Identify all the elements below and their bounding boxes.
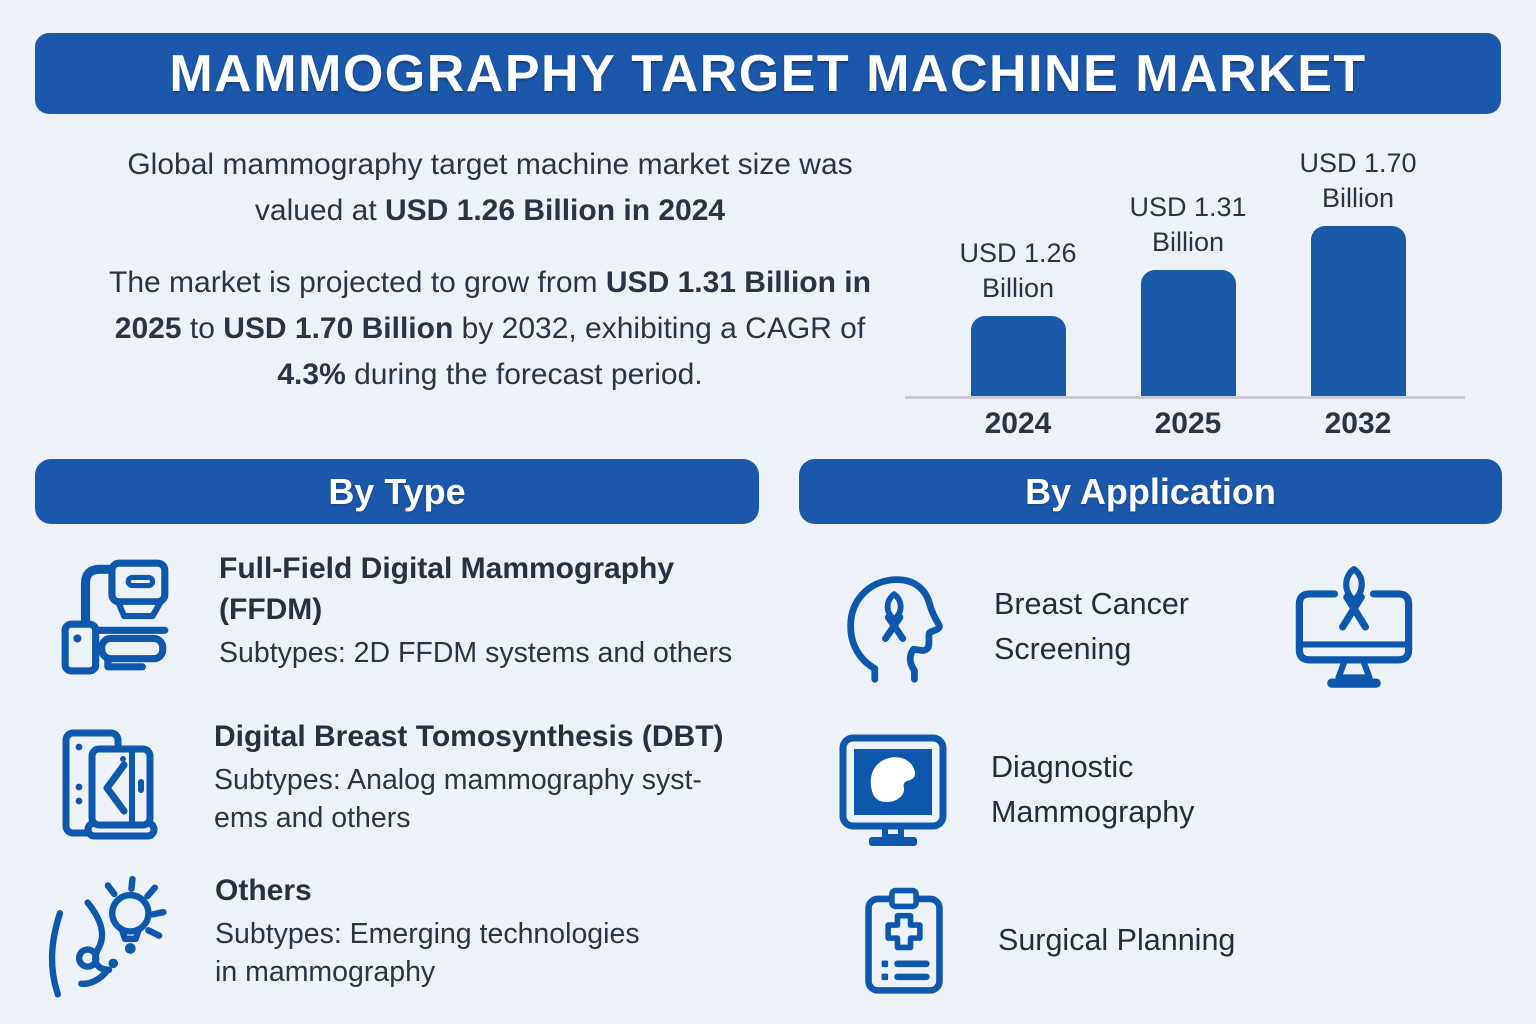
- app-item-surgical: Surgical Planning: [848, 878, 1235, 1002]
- bar-rect: [1310, 226, 1406, 396]
- app-item-diagnostic: Diagnostic Mammography: [833, 722, 1194, 858]
- x-tick-label: 2025: [1154, 407, 1222, 440]
- by-type-banner: By Type: [35, 459, 759, 524]
- type-item-subtitle: Subtypes: 2D FFDM systems and others: [219, 637, 733, 669]
- monitor-breast-scan-icon: [833, 722, 953, 858]
- bar-2032: USD 1.70 Billion: [1283, 146, 1433, 396]
- chart-baseline: [905, 396, 1465, 399]
- monitor-ribbon-icon: [1287, 560, 1421, 700]
- app-extra-icon: [1287, 560, 1421, 700]
- by-type-title: By Type: [328, 470, 466, 512]
- app-item-label: Breast Cancer Screening: [994, 587, 1189, 666]
- bar-rect: [1140, 270, 1236, 396]
- intro-paragraph-2: The market is projected to grow from USD…: [109, 266, 871, 391]
- type-item-subtitle: Subtypes: Emerging technologies in mammo…: [215, 918, 640, 988]
- bar-chart: USD 1.26 Billion USD 1.31 Billion USD 1.70…: [905, 146, 1480, 441]
- intro-paragraph-1: Global mammography target machine market…: [127, 148, 853, 227]
- mammography-machine-icon: [55, 548, 177, 680]
- app-item-label: Diagnostic Mammography: [991, 750, 1195, 829]
- x-tick-label: 2032: [1324, 407, 1392, 440]
- head-ribbon-icon: [840, 556, 956, 698]
- by-application-title: By Application: [1025, 470, 1276, 512]
- type-item-others: Others Subtypes: Emerging technologies i…: [45, 870, 640, 1012]
- bar-2024: USD 1.26 Billion: [943, 236, 1093, 396]
- bar-rect: [970, 316, 1066, 396]
- app-item-label: Surgical Planning: [998, 922, 1236, 957]
- clipboard-medical-icon: [848, 878, 960, 1002]
- bar-chart-bars: USD 1.26 Billion USD 1.31 Billion USD 1.70…: [943, 146, 1433, 396]
- type-item-title: Digital Breast Tomosynthesis (DBT): [214, 720, 724, 753]
- bar-2025: USD 1.31 Billion: [1113, 190, 1263, 396]
- type-item-title: Others: [215, 874, 312, 907]
- type-item-dbt: Digital Breast Tomosynthesis (DBT) Subty…: [52, 716, 724, 854]
- type-item-ffdm: Full-Field Digital Mammography (FFDM) Su…: [55, 548, 732, 680]
- tomosynthesis-scanner-icon: [52, 716, 172, 854]
- bar-value-label: USD 1.26 Billion: [959, 238, 1077, 303]
- app-item-screening: Breast Cancer Screening: [840, 556, 1189, 698]
- bar-value-label: USD 1.31 Billion: [1129, 192, 1247, 257]
- type-item-subtitle: Subtypes: Analog mammography syst- ems a…: [214, 764, 702, 834]
- header-banner: MAMMOGRAPHY TARGET MACHINE MARKET: [35, 33, 1501, 114]
- page-title: MAMMOGRAPHY TARGET MACHINE MARKET: [169, 44, 1367, 103]
- innovation-lightbulb-icon: [45, 870, 173, 1012]
- by-application-banner: By Application: [799, 459, 1502, 524]
- chart-x-axis: 2024 2025 2032: [943, 407, 1433, 441]
- intro-text: Global mammography target machine market…: [95, 142, 885, 398]
- x-tick-label: 2024: [984, 407, 1052, 440]
- type-item-title: Full-Field Digital Mammography (FFDM): [219, 552, 675, 626]
- bar-value-label: USD 1.70 Billion: [1299, 148, 1417, 213]
